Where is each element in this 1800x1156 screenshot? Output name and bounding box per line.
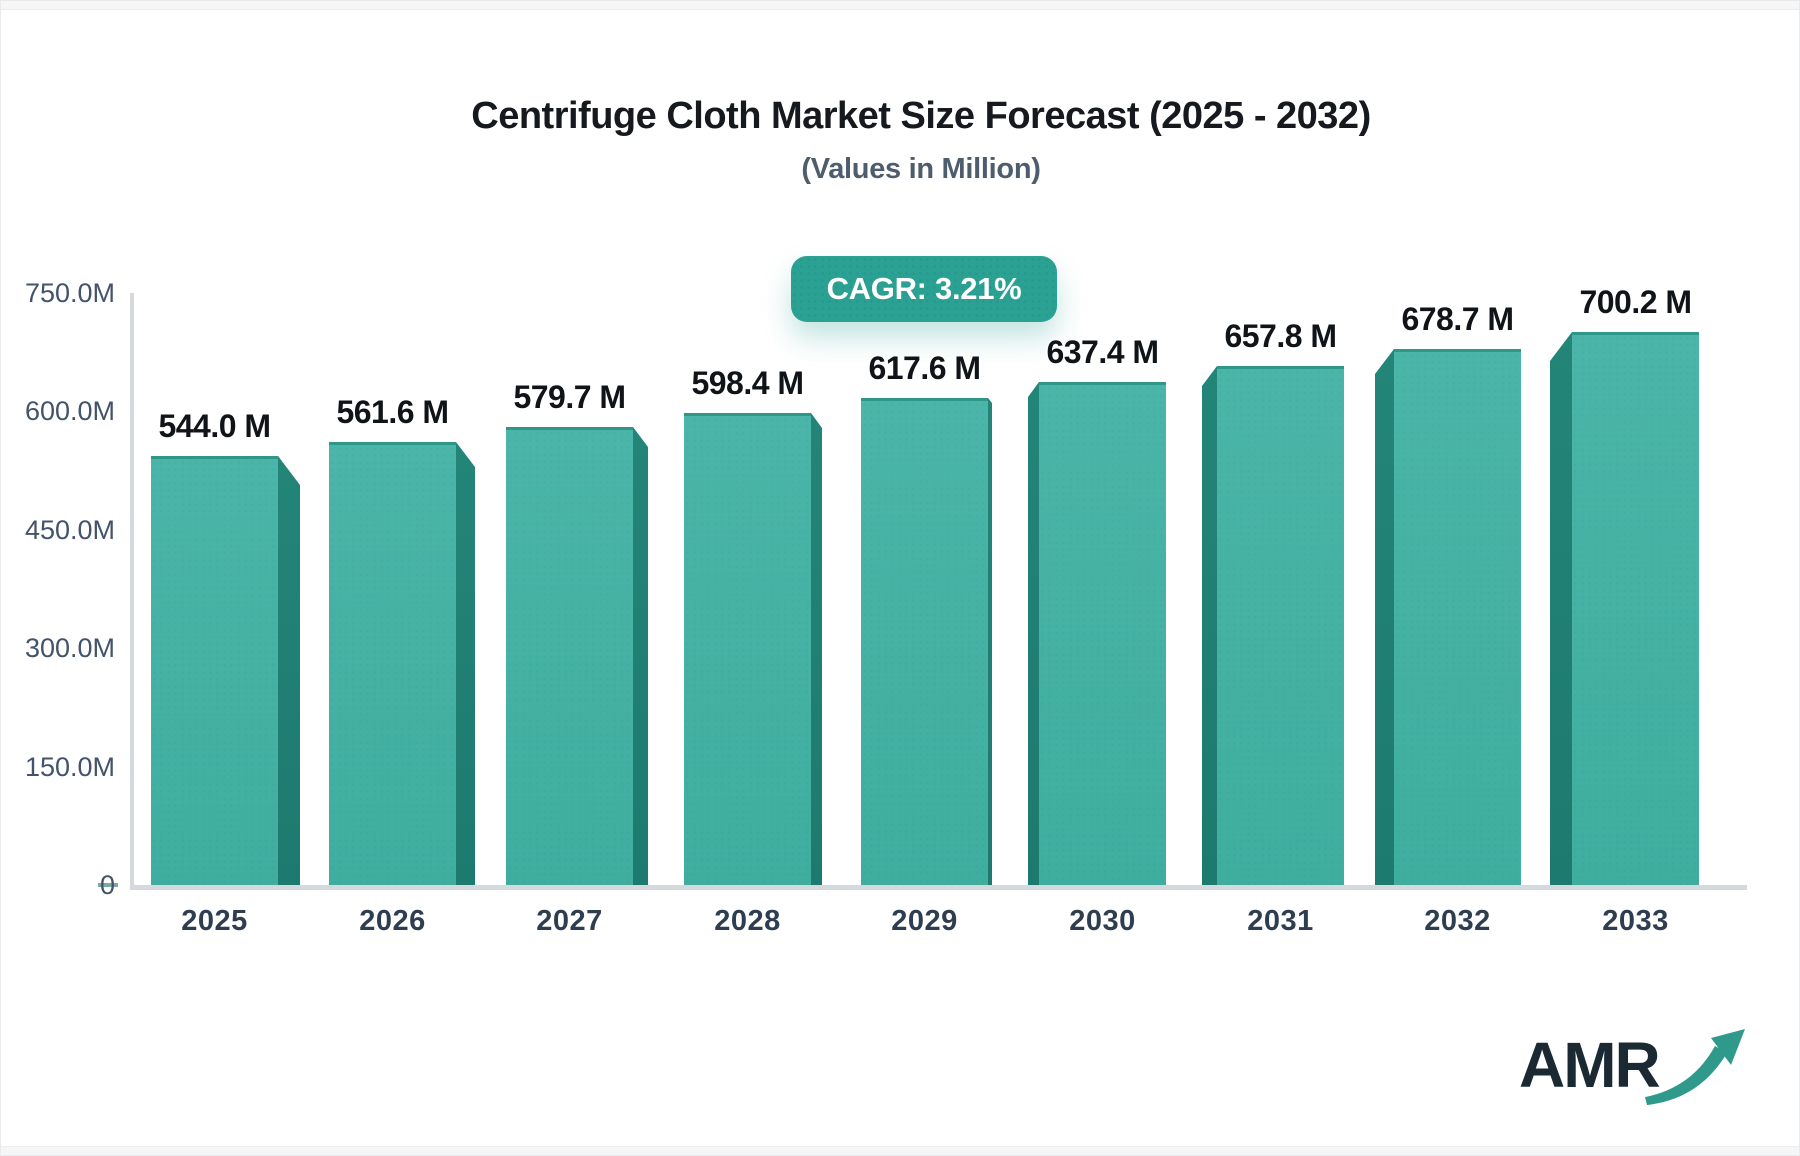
bar-side-face-2025 — [278, 456, 300, 885]
y-tick-label-600: 600.0M — [24, 396, 115, 427]
x-label-2026: 2026 — [359, 905, 426, 937]
chart-title: Centrifuge Cloth Market Size Forecast (2… — [471, 95, 1371, 137]
x-label-2029: 2029 — [891, 905, 958, 937]
bar-side-face-2026 — [456, 442, 475, 885]
bar-side-face-2033 — [1550, 332, 1572, 885]
x-label-2027: 2027 — [536, 905, 603, 937]
bar-value-label-2031: 657.8 M — [1224, 318, 1337, 354]
bar-side-face-2032 — [1375, 349, 1394, 885]
x-label-2025: 2025 — [181, 905, 248, 937]
bar-value-label-2029: 617.6 M — [868, 350, 981, 386]
growth-arrow-icon — [1645, 1029, 1745, 1105]
bar-side-face-2027 — [633, 427, 648, 885]
bar-value-label-2033: 700.2 M — [1579, 284, 1692, 320]
y-tick-label-150: 150.0M — [24, 751, 115, 782]
cagr-badge: CAGR: 3.21% — [791, 256, 1057, 322]
bar-2025[interactable] — [151, 456, 278, 885]
bar-value-label-2026: 561.6 M — [336, 394, 449, 430]
bar-value-label-2027: 579.7 M — [513, 379, 626, 415]
bar-2027[interactable] — [506, 427, 633, 885]
bar-2029[interactable] — [861, 398, 988, 885]
bar-side-face-2031 — [1202, 366, 1217, 885]
x-label-2030: 2030 — [1069, 905, 1136, 937]
bar-side-face-2028 — [811, 413, 822, 885]
amr-logo-text: AMR — [1519, 1029, 1661, 1101]
x-label-2031: 2031 — [1247, 905, 1314, 937]
bar-2026[interactable] — [329, 442, 456, 885]
x-label-2032: 2032 — [1424, 905, 1491, 937]
y-tick-label-300: 300.0M — [24, 633, 115, 664]
bar-2030[interactable] — [1039, 382, 1166, 885]
y-tick-label-450: 450.0M — [24, 514, 115, 545]
bar-side-face-2030 — [1028, 382, 1039, 885]
bar-value-label-2032: 678.7 M — [1401, 301, 1514, 337]
y-tick-label-750: 750.0M — [24, 278, 115, 308]
amr-logo: AMR — [1519, 1029, 1749, 1113]
x-axis-baseline — [130, 885, 1747, 890]
bar-value-label-2030: 637.4 M — [1046, 334, 1159, 370]
bar-value-label-2025: 544.0 M — [158, 408, 271, 444]
bar-2028[interactable] — [684, 413, 811, 885]
top-edge-strip — [1, 1, 1799, 10]
bar-2032[interactable] — [1394, 349, 1521, 885]
x-label-2028: 2028 — [714, 905, 781, 937]
bar-side-face-2029 — [988, 398, 992, 885]
x-label-2033: 2033 — [1602, 905, 1669, 937]
y-tick-label-0: 0 — [99, 870, 115, 900]
bar-2031[interactable] — [1217, 366, 1344, 885]
bar-value-label-2028: 598.4 M — [691, 365, 804, 401]
y-axis-line — [130, 293, 134, 889]
chart-subtitle: (Values in Million) — [801, 153, 1041, 185]
zero-tick-mark — [98, 883, 118, 887]
bar-2033[interactable] — [1572, 332, 1699, 885]
bottom-edge-strip — [1, 1146, 1799, 1155]
